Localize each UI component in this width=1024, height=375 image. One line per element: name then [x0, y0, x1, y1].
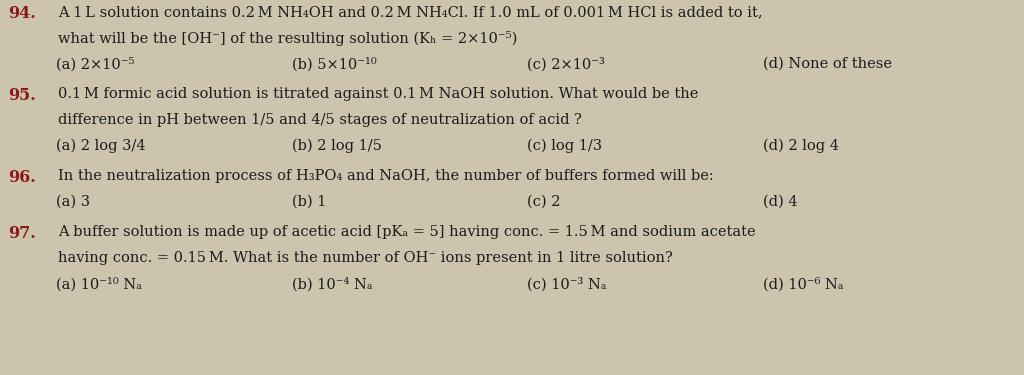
- Text: 96.: 96.: [8, 169, 36, 186]
- Text: 97.: 97.: [8, 225, 36, 242]
- Text: (a) 2×10⁻⁵: (a) 2×10⁻⁵: [56, 57, 135, 71]
- Text: (b) 5×10⁻¹⁰: (b) 5×10⁻¹⁰: [292, 57, 377, 71]
- Text: (d) 2 log 4: (d) 2 log 4: [763, 139, 839, 153]
- Text: A 1 L solution contains 0.2 M NH₄OH and 0.2 M NH₄Cl. If 1.0 mL of 0.001 M HCl is: A 1 L solution contains 0.2 M NH₄OH and …: [58, 5, 763, 19]
- Text: 0.1 M formic acid solution is titrated against 0.1 M NaOH solution. What would b: 0.1 M formic acid solution is titrated a…: [58, 87, 698, 101]
- Text: In the neutralization process of H₃PO₄ and NaOH, the number of buffers formed wi: In the neutralization process of H₃PO₄ a…: [58, 169, 714, 183]
- Text: (d) 4: (d) 4: [763, 195, 798, 209]
- Text: what will be the [OH⁻] of the resulting solution (Kₕ = 2×10⁻⁵): what will be the [OH⁻] of the resulting …: [58, 31, 517, 46]
- Text: (c) 10⁻³ Nₐ: (c) 10⁻³ Nₐ: [527, 277, 607, 291]
- Text: 95.: 95.: [8, 87, 36, 104]
- Text: (c) 2: (c) 2: [527, 195, 561, 209]
- Text: (b) 1: (b) 1: [292, 195, 327, 209]
- Text: having conc. = 0.15 M. What is the number of OH⁻ ions present in 1 litre solutio: having conc. = 0.15 M. What is the numbe…: [58, 251, 673, 265]
- Text: (a) 10⁻¹⁰ Nₐ: (a) 10⁻¹⁰ Nₐ: [56, 277, 142, 291]
- Text: (a) 2 log 3/4: (a) 2 log 3/4: [56, 139, 146, 153]
- Text: difference in pH between 1/5 and 4/5 stages of neutralization of acid ?: difference in pH between 1/5 and 4/5 sta…: [58, 113, 582, 127]
- Text: (d) 10⁻⁶ Nₐ: (d) 10⁻⁶ Nₐ: [763, 277, 844, 291]
- Text: (c) log 1/3: (c) log 1/3: [527, 139, 602, 153]
- Text: 94.: 94.: [8, 5, 36, 22]
- Text: (c) 2×10⁻³: (c) 2×10⁻³: [527, 57, 605, 71]
- Text: (d) None of these: (d) None of these: [763, 57, 892, 71]
- Text: (b) 2 log 1/5: (b) 2 log 1/5: [292, 139, 382, 153]
- Text: A buffer solution is made up of acetic acid [pKₐ = 5] having conc. = 1.5 M and s: A buffer solution is made up of acetic a…: [58, 225, 756, 239]
- Text: (b) 10⁻⁴ Nₐ: (b) 10⁻⁴ Nₐ: [292, 277, 373, 291]
- Text: (a) 3: (a) 3: [56, 195, 90, 209]
